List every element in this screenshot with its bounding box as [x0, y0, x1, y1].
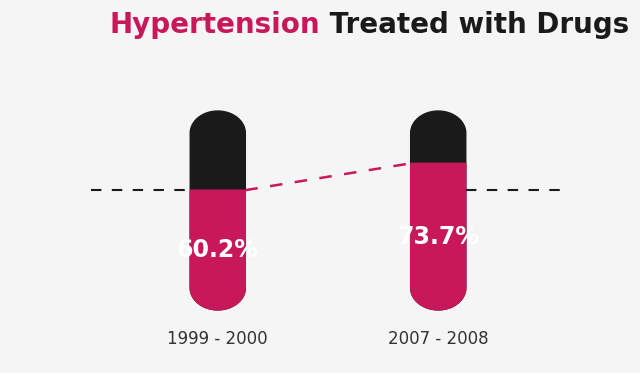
Text: 2007 - 2008: 2007 - 2008	[388, 330, 488, 348]
Text: Hypertension: Hypertension	[109, 11, 320, 39]
Polygon shape	[411, 163, 466, 310]
Text: 1999 - 2000: 1999 - 2000	[168, 330, 268, 348]
Text: Treated with Drugs: Treated with Drugs	[320, 11, 629, 39]
Polygon shape	[411, 111, 466, 310]
Polygon shape	[190, 111, 245, 310]
Polygon shape	[190, 190, 245, 310]
Text: 60.2%: 60.2%	[177, 238, 259, 262]
Text: 73.7%: 73.7%	[397, 225, 479, 249]
